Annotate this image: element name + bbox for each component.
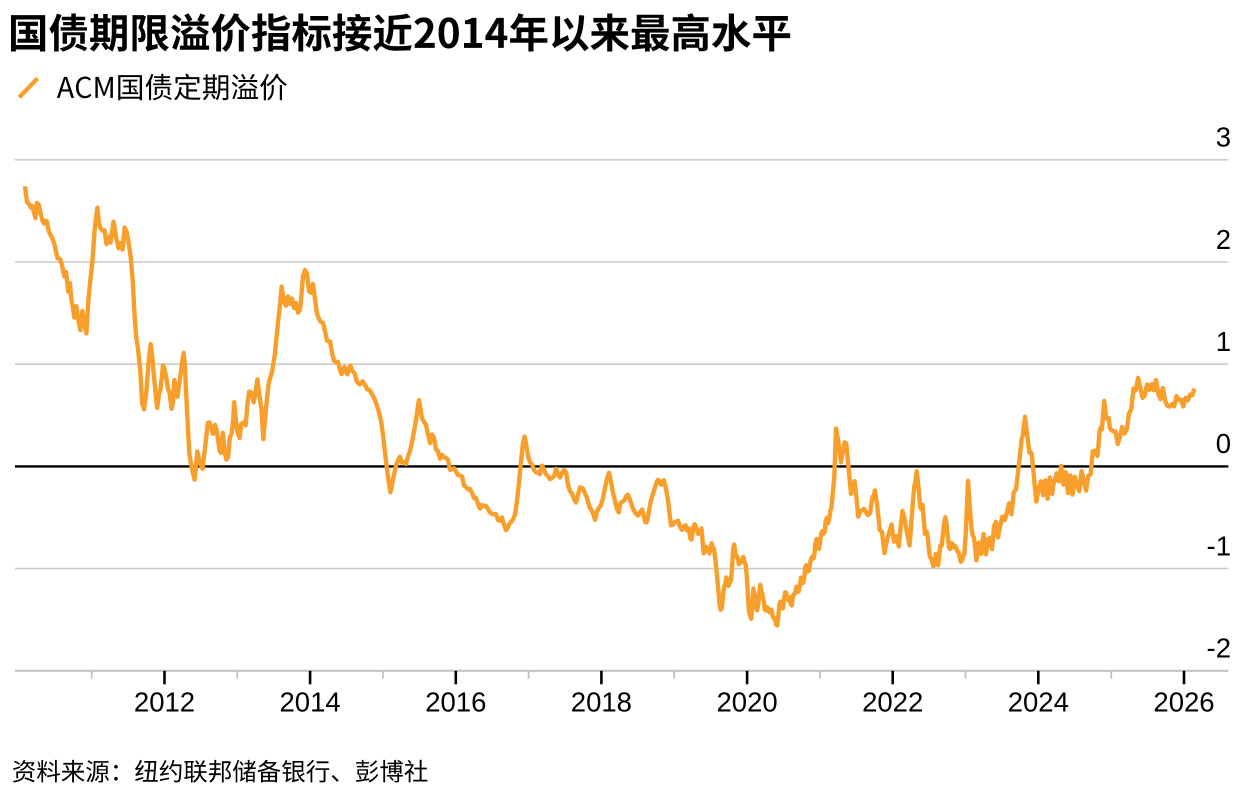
svg-text:2016: 2016 bbox=[425, 686, 486, 717]
svg-text:0: 0 bbox=[1216, 428, 1231, 459]
svg-text:2022: 2022 bbox=[862, 686, 923, 717]
svg-text:2018: 2018 bbox=[571, 686, 632, 717]
svg-text:2014: 2014 bbox=[280, 686, 341, 717]
svg-text:-2: -2 bbox=[1207, 633, 1231, 664]
svg-text:-1: -1 bbox=[1207, 530, 1231, 561]
svg-text:2012: 2012 bbox=[134, 686, 195, 717]
svg-text:3: 3 bbox=[1216, 122, 1231, 153]
svg-text:2: 2 bbox=[1216, 224, 1231, 255]
svg-text:2026: 2026 bbox=[1153, 686, 1214, 717]
svg-text:2020: 2020 bbox=[717, 686, 778, 717]
svg-text:2024: 2024 bbox=[1008, 686, 1069, 717]
svg-text:1: 1 bbox=[1216, 326, 1231, 357]
